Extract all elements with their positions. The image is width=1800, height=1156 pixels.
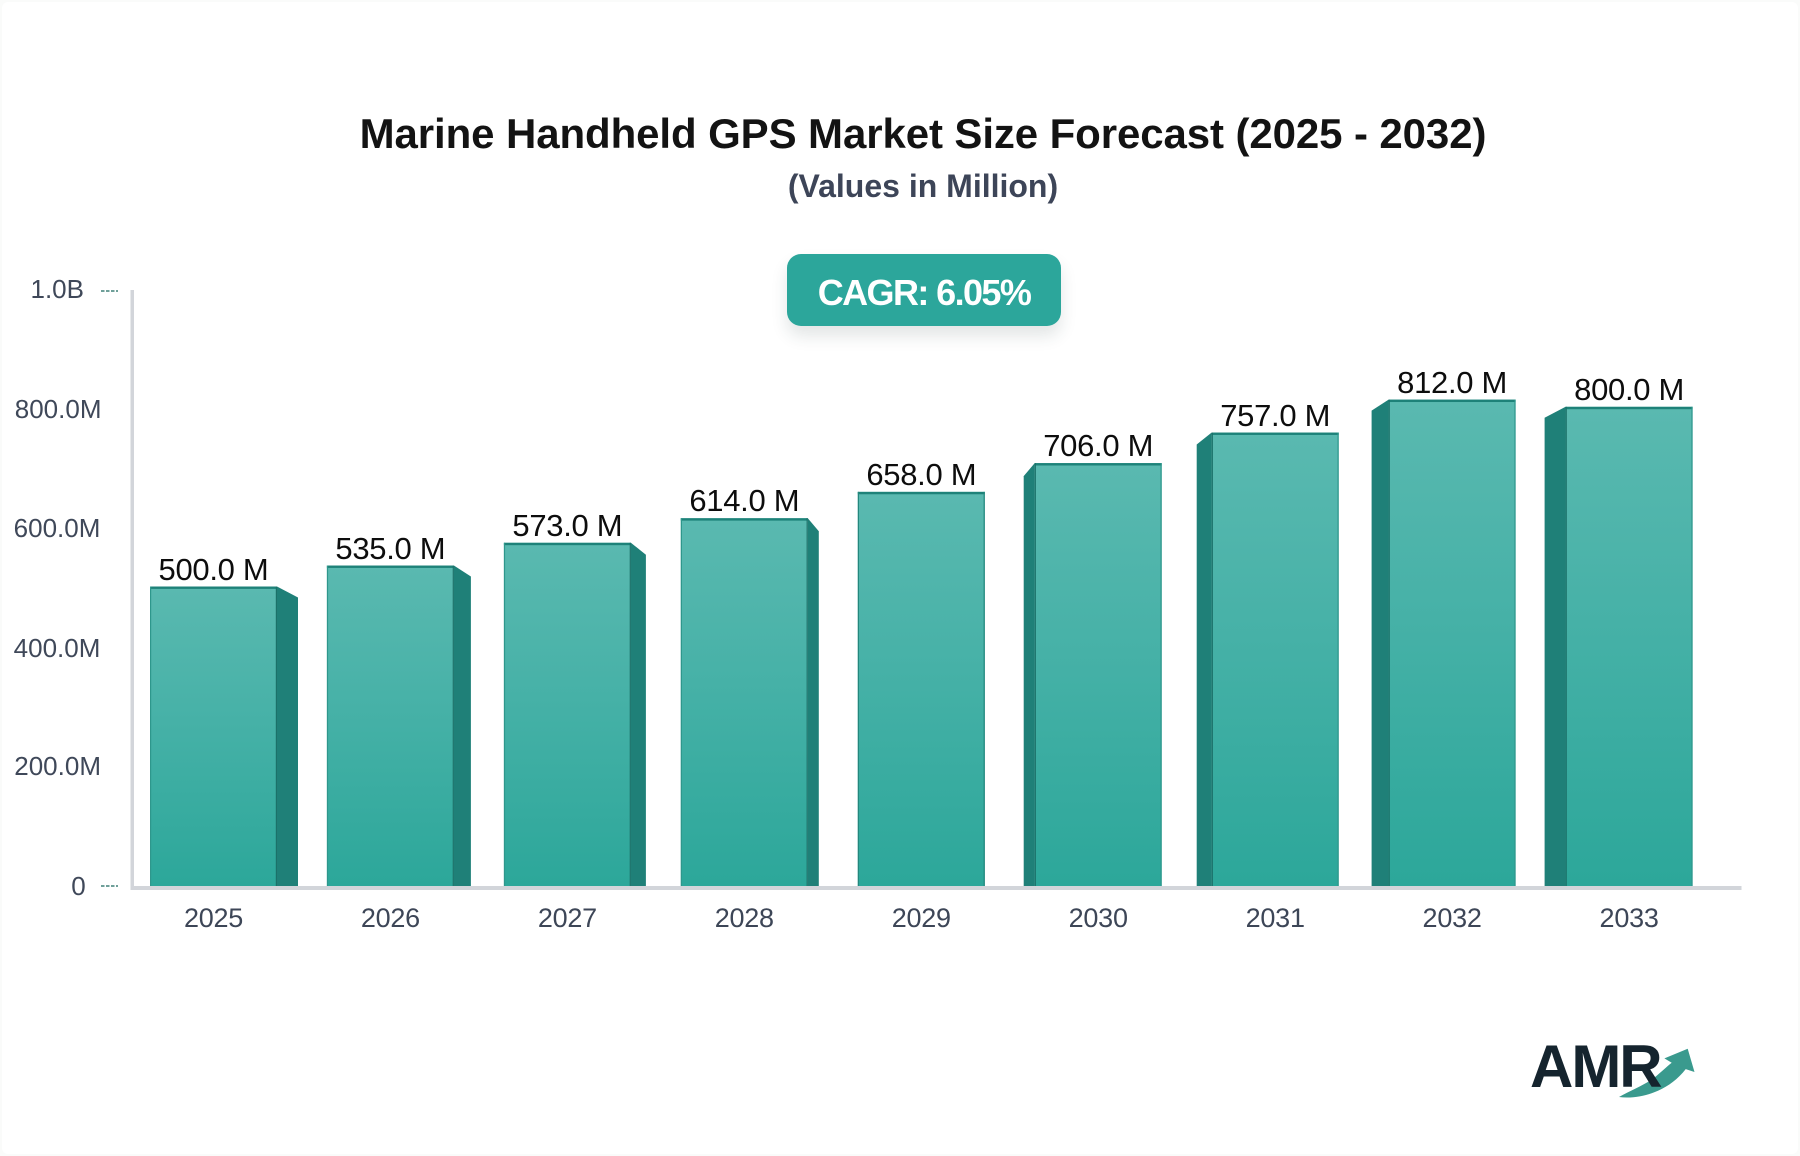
svg-text:AMR: AMR <box>1530 1033 1662 1100</box>
